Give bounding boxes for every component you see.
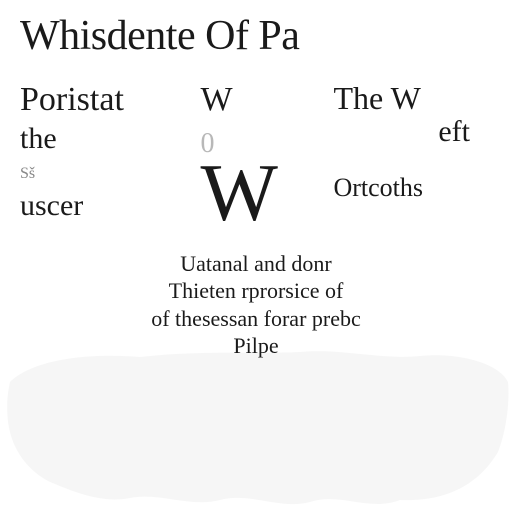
footer-line-4: Pilpe [20,332,492,360]
columns-row: Poristat the Sš uscer W 0 W The W eft Or… [20,82,492,222]
col-right-head: The W [333,82,492,116]
footer-line-1: Uatanal and donr [20,250,492,278]
col-right-under: Ortcoths [333,173,492,203]
col-left: Poristat the Sš uscer [20,82,179,222]
col-mid-bigw: W [201,158,312,228]
document-content: Whisdente Of Pa Poristat the Sš uscer W … [0,0,512,512]
col-left-sub1: the [20,122,179,155]
headline: Whisdente Of Pa [20,12,492,60]
col-left-sub2: uscer [20,189,179,222]
footer-block: Uatanal and donr Thieten rprorsice of of… [20,250,492,360]
col-left-head: Poristat [20,82,179,118]
footer-line-2: Thieten rprorsice of [20,277,492,305]
col-right-sub: eft [333,116,492,148]
col-right: The W eft Ortcoths [333,82,492,222]
footer-line-3: of thesessan forar prebc [20,305,492,333]
col-left-small: Sš [20,165,179,183]
col-mid-head: W [201,82,312,118]
col-mid: W 0 W [201,82,312,222]
